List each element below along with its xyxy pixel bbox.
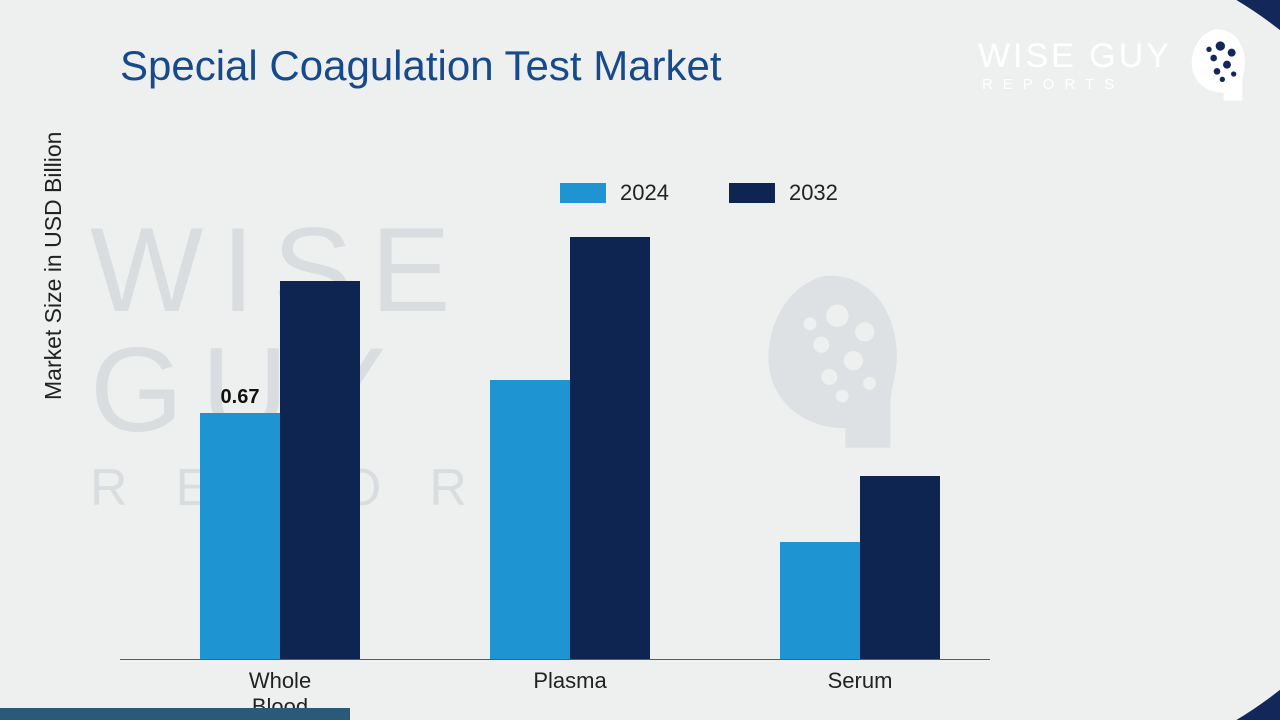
logo-sub-text: REPORTS [982, 76, 1124, 94]
bar-value-label: 0.67 [221, 386, 260, 409]
legend-item-2024: 2024 [560, 180, 669, 206]
legend-label-2024: 2024 [620, 180, 669, 206]
bar [280, 281, 360, 659]
bar: 0.67 [200, 413, 280, 659]
chart-title: Special Coagulation Test Market [120, 42, 722, 90]
legend-swatch-2024 [560, 183, 606, 203]
legend-swatch-2032 [729, 183, 775, 203]
y-axis-label: Market Size in USD Billion [40, 132, 67, 400]
logo-main-text: WISE GUY [978, 39, 1172, 73]
x-tick-label: Plasma [533, 668, 606, 694]
bar [490, 380, 570, 659]
legend-label-2032: 2032 [789, 180, 838, 206]
x-axis-line [120, 659, 990, 660]
bottom-accent-bar [0, 708, 350, 720]
legend-item-2032: 2032 [729, 180, 838, 206]
bar [860, 476, 940, 659]
bar [570, 237, 650, 659]
legend: 2024 2032 [560, 180, 838, 206]
bar [780, 542, 860, 659]
x-tick-label: Serum [828, 668, 893, 694]
bar-groups: 0.67Whole BloodPlasmaSerum [120, 220, 990, 660]
side-panel [960, 0, 1280, 720]
brand-logo: WISE GUY REPORTS [978, 26, 1252, 106]
infographic-canvas: WISE GUY REPORTS Special Coagulation Tes… [0, 0, 1280, 720]
chart-area: 0.67Whole BloodPlasmaSerum [120, 220, 990, 660]
logo-head-icon [1182, 26, 1252, 106]
